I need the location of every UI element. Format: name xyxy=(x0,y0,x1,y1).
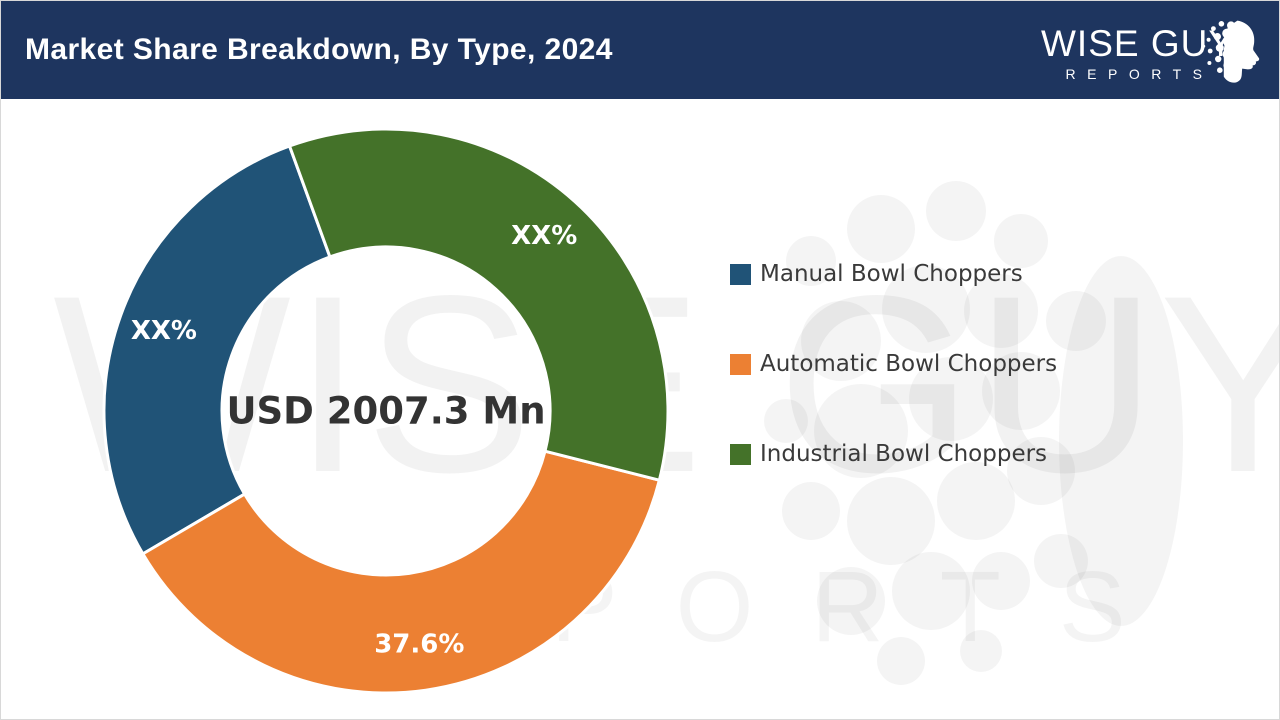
legend-item-manual: Manual Bowl Choppers xyxy=(730,260,1057,288)
donut-segment xyxy=(141,449,661,695)
chart-legend: Manual Bowl Choppers Automatic Bowl Chop… xyxy=(730,260,1057,530)
legend-label-manual: Manual Bowl Choppers xyxy=(760,261,1023,287)
donut-chart-wrap: XX% 37.6% XX% USD 2007.3 Mn xyxy=(86,111,686,711)
donut-segment-label: 37.6% xyxy=(374,630,464,660)
donut-segment-label: XX% xyxy=(131,316,197,346)
legend-item-automatic: Automatic Bowl Choppers xyxy=(730,350,1057,378)
watermark-face-dots xyxy=(764,181,1183,685)
donut-segment xyxy=(288,127,670,482)
brand-logo-name: WISE GUY xyxy=(1041,23,1235,64)
donut-segment-label: XX% xyxy=(511,221,577,251)
donut-center-value: USD 2007.3 Mn xyxy=(226,390,545,433)
donut-chart: XX% 37.6% XX% USD 2007.3 Mn xyxy=(102,127,670,695)
brand-logo: WISE GUY REPORTS xyxy=(1013,7,1263,93)
brand-face-icon xyxy=(1202,20,1260,83)
legend-label-automatic: Automatic Bowl Choppers xyxy=(760,351,1058,377)
legend-marker-manual xyxy=(730,263,751,285)
legend-marker-automatic xyxy=(730,353,751,375)
legend-label-industrial: Industrial Bowl Choppers xyxy=(760,441,1048,467)
page-title: Market Share Breakdown, By Type, 2024 xyxy=(25,33,613,66)
brand-logo-reports: REPORTS xyxy=(1065,66,1214,82)
legend-marker-industrial xyxy=(730,443,751,465)
donut-segment xyxy=(102,144,332,556)
header: Market Share Breakdown, By Type, 2024 WI… xyxy=(1,1,1279,99)
legend-item-industrial: Industrial Bowl Choppers xyxy=(730,440,1057,468)
brand-logo-text: WISE GUY REPORTS xyxy=(1041,25,1234,82)
